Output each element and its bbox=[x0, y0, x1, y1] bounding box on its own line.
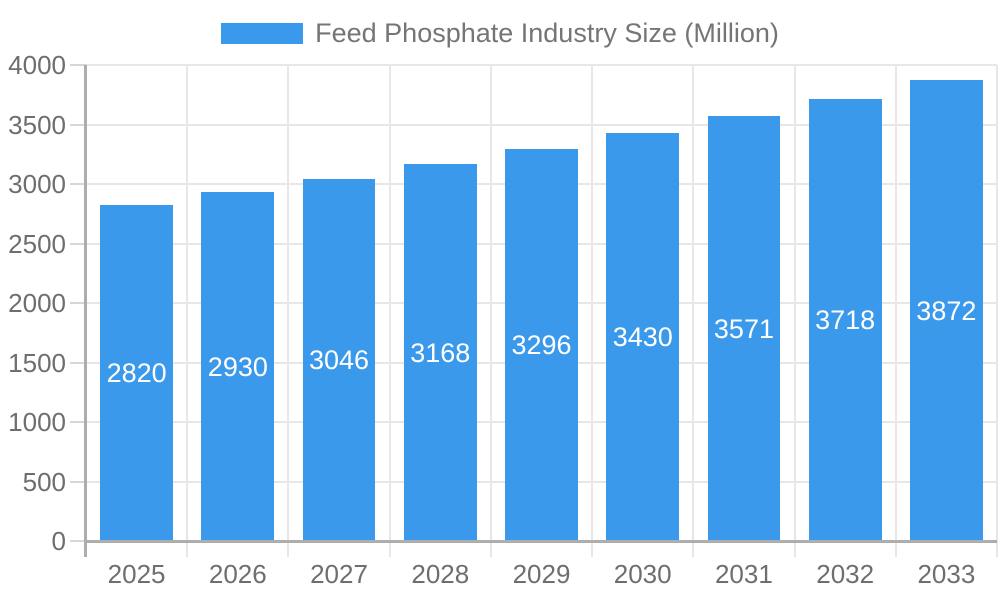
y-tick-label: 3000 bbox=[8, 169, 66, 199]
y-tick bbox=[70, 183, 86, 185]
bar-value-label: 3168 bbox=[410, 337, 471, 368]
y-tick bbox=[70, 540, 86, 542]
h-gridline bbox=[86, 64, 997, 66]
y-axis-line bbox=[84, 65, 87, 557]
y-tick bbox=[70, 480, 86, 483]
legend-swatch bbox=[221, 23, 304, 44]
bar-value-label: 3872 bbox=[916, 295, 977, 326]
v-gridline bbox=[388, 65, 391, 557]
y-tick-label: 3500 bbox=[8, 109, 66, 140]
bar-value-label: 2820 bbox=[106, 358, 167, 389]
h-gridline bbox=[86, 123, 997, 126]
v-gridline bbox=[287, 65, 290, 557]
v-gridline bbox=[186, 65, 189, 557]
bar-value-label: 3430 bbox=[612, 321, 673, 352]
v-gridline bbox=[793, 65, 796, 557]
y-tick-label: 1500 bbox=[8, 347, 66, 378]
y-tick bbox=[70, 302, 86, 304]
bar[interactable]: 3046 bbox=[302, 178, 376, 541]
v-gridline bbox=[489, 65, 492, 557]
y-tick-label: 2000 bbox=[8, 288, 66, 318]
x-tick-label: 2030 bbox=[613, 559, 672, 589]
y-tick bbox=[70, 361, 86, 364]
bar-value-label: 3571 bbox=[713, 313, 774, 344]
v-gridline bbox=[591, 65, 594, 557]
x-tick-label: 2025 bbox=[107, 559, 166, 589]
y-tick-label: 500 bbox=[22, 466, 66, 497]
y-tick bbox=[70, 421, 86, 423]
bar[interactable]: 2820 bbox=[100, 205, 174, 541]
bar[interactable]: 3168 bbox=[403, 164, 477, 541]
legend-item[interactable]: Feed Phosphate Industry Size (Million) bbox=[0, 20, 1000, 47]
x-tick-label: 2026 bbox=[208, 559, 267, 589]
v-gridline bbox=[996, 65, 998, 557]
bar[interactable]: 3296 bbox=[505, 148, 578, 541]
y-tick bbox=[70, 242, 86, 245]
y-tick-label: 0 bbox=[51, 526, 66, 556]
bar-value-label: 3718 bbox=[815, 304, 876, 335]
legend-label: Feed Phosphate Industry Size (Million) bbox=[315, 18, 779, 48]
y-tick-label: 4000 bbox=[8, 50, 66, 80]
bar[interactable]: 3571 bbox=[707, 116, 781, 541]
x-tick-label: 2032 bbox=[816, 559, 875, 589]
v-gridline bbox=[692, 65, 695, 557]
x-tick-label: 2028 bbox=[411, 559, 470, 589]
y-tick bbox=[70, 64, 86, 66]
bar[interactable]: 2930 bbox=[201, 192, 275, 541]
plot-area: 0 500 1000 1500 2000 2500 3000 3500 4000 2820 2025… bbox=[8, 50, 998, 589]
bar[interactable]: 3872 bbox=[909, 80, 983, 541]
x-tick-label: 2029 bbox=[512, 559, 571, 589]
bar-value-label: 3046 bbox=[309, 344, 370, 375]
v-gridline bbox=[894, 65, 897, 557]
x-tick-label: 2031 bbox=[714, 559, 773, 589]
bar-value-label: 3296 bbox=[511, 329, 572, 360]
bar-value-label: 2930 bbox=[207, 351, 268, 382]
y-tick bbox=[70, 123, 86, 126]
x-axis-line bbox=[86, 540, 997, 543]
bar[interactable]: 3430 bbox=[606, 132, 680, 541]
x-tick-label: 2027 bbox=[310, 559, 368, 589]
x-tick-label: 2033 bbox=[917, 559, 976, 589]
y-tick-label: 1000 bbox=[8, 407, 66, 437]
y-tick-label: 2500 bbox=[8, 228, 66, 259]
bar[interactable]: 3718 bbox=[808, 98, 882, 541]
